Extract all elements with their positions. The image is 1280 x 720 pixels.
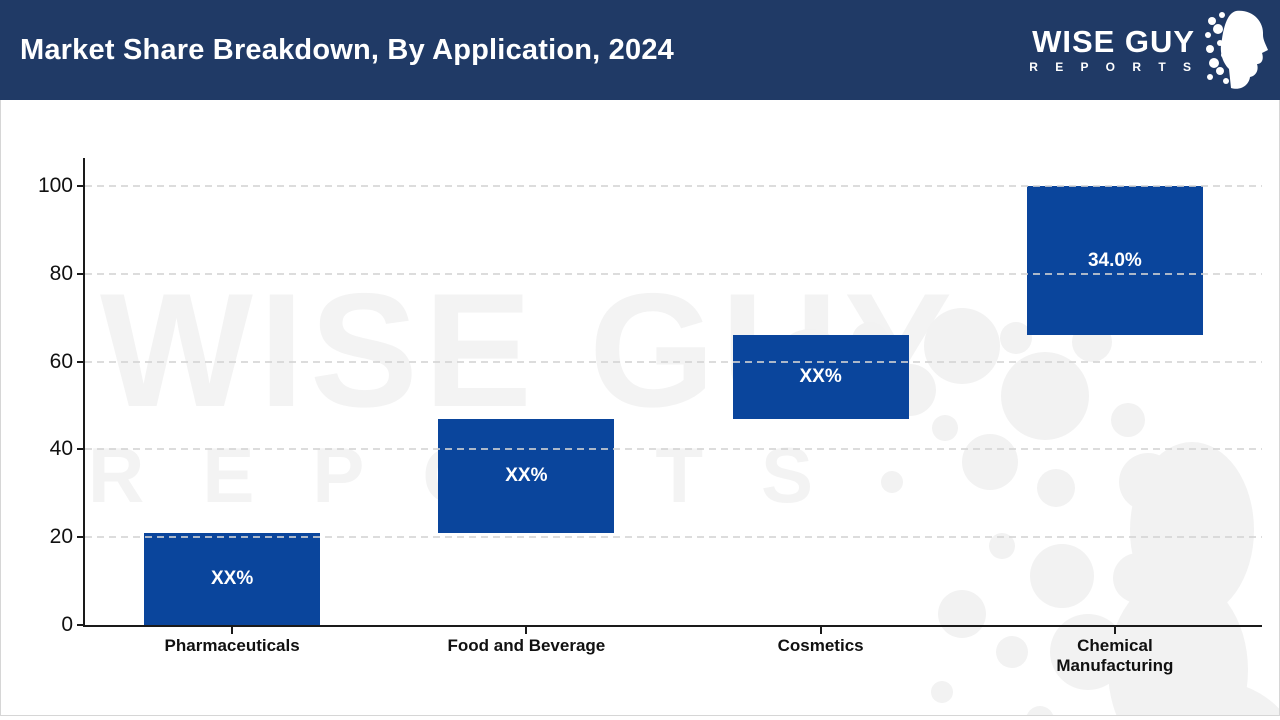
x-tick-mark-cosmetics (819, 627, 822, 634)
chart-title: Market Share Breakdown, By Application, … (20, 33, 674, 66)
bar-pharmaceuticals: XX% (144, 532, 321, 625)
y-tick-mark-0 (77, 624, 83, 626)
logo-head-icon (1205, 10, 1268, 89)
bar-value-label-chemical-manufacturing: 34.0% (1087, 249, 1142, 271)
header-bar: Market Share Breakdown, By Application, … (0, 0, 1280, 100)
y-tick-label-40: 40 (49, 437, 73, 461)
y-tick-mark-80 (77, 272, 83, 275)
y-tick-label-0: 0 (61, 613, 73, 636)
x-label-pharmaceuticals: Pharmaceuticals (164, 636, 300, 655)
x-label-chemical-manufacturing: Chemical Manufacturing (1056, 636, 1174, 676)
logo-reports-label: R E P O R T S (1029, 60, 1198, 75)
x-tick-mark-chemical-manufacturing (1113, 627, 1116, 634)
watermark-head-graphic (774, 308, 1280, 716)
logo-wiseguy-label: WISE GUY (1032, 23, 1196, 59)
gridline-80 (85, 272, 1262, 275)
y-tick-mark-40 (77, 448, 83, 451)
wise-guy-reports-logo: WISE GUY R E P O R T S (1020, 6, 1270, 94)
y-tick-label-60: 60 (49, 349, 73, 373)
bar-cosmetics: XX% (732, 335, 909, 419)
gridline-40 (85, 448, 1262, 451)
y-tick-label-80: 80 (49, 261, 73, 285)
y-tick-label-100: 100 (37, 174, 73, 197)
x-tick-mark-pharmaceuticals (231, 627, 234, 634)
y-tick-mark-100 (77, 185, 83, 187)
y-axis-line (83, 158, 85, 627)
gridline-100 (85, 185, 1262, 187)
y-tick-label-20: 20 (49, 525, 73, 549)
x-label-food-and-beverage: Food and Beverage (447, 636, 606, 655)
x-label-cosmetics: Cosmetics (777, 636, 864, 655)
logo-text: WISE GUY R E P O R T S (1029, 23, 1198, 75)
x-tick-mark-food-and-beverage (525, 627, 528, 634)
gridline-60 (85, 360, 1262, 363)
bar-food-and-beverage: XX% (438, 418, 615, 533)
x-axis-line (83, 625, 1262, 627)
y-tick-mark-20 (77, 536, 83, 539)
bar-value-label-cosmetics: XX% (799, 365, 842, 387)
bar-chemical-manufacturing: 34.0% (1026, 186, 1203, 336)
y-tick-mark-60 (77, 360, 83, 363)
bar-value-label-pharmaceuticals: XX% (211, 567, 254, 589)
gridline-20 (85, 536, 1262, 539)
bar-value-label-food-and-beverage: XX% (505, 464, 548, 486)
